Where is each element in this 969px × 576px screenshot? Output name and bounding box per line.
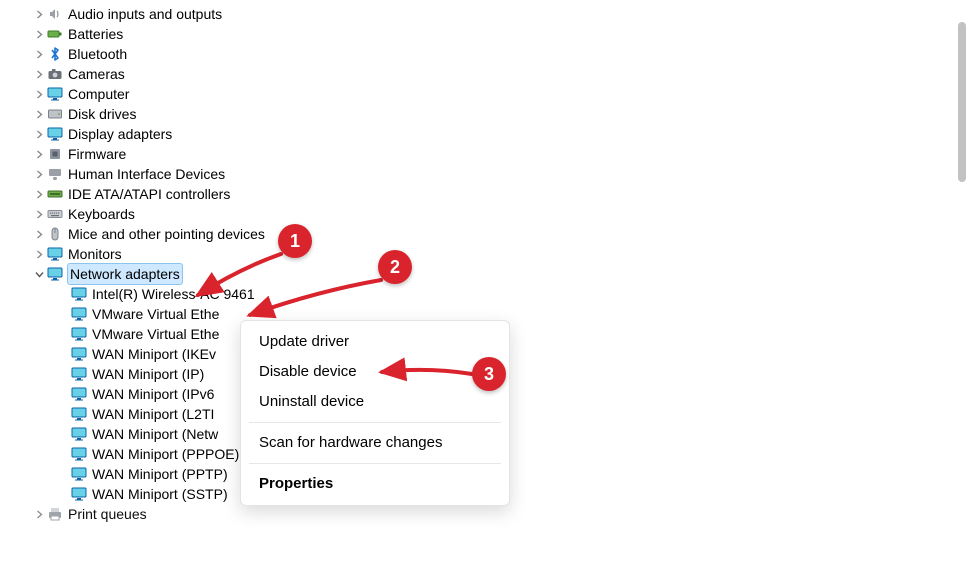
disk-icon <box>46 105 64 123</box>
device-label[interactable]: WAN Miniport (SSTP) <box>92 484 228 504</box>
monitor-icon <box>46 85 64 103</box>
expander-icon[interactable] <box>32 150 46 159</box>
menu-item[interactable]: Properties <box>241 469 509 499</box>
category-print[interactable]: Print queues <box>0 506 952 522</box>
category-ide[interactable]: IDE ATA/ATAPI controllers <box>0 184 952 204</box>
network-adapter-icon <box>70 405 88 423</box>
category-disk[interactable]: Disk drives <box>0 104 952 124</box>
expander-icon[interactable] <box>32 270 46 279</box>
category-label[interactable]: Computer <box>68 84 129 104</box>
category-label[interactable]: IDE ATA/ATAPI controllers <box>68 184 230 204</box>
category-label[interactable]: Bluetooth <box>68 44 127 64</box>
keyboard-icon <box>46 205 64 223</box>
scrollbar-track[interactable] <box>955 0 969 576</box>
network-adapter-icon <box>70 485 88 503</box>
category-label[interactable]: Network adapters <box>68 264 182 284</box>
printer-icon <box>46 506 64 522</box>
expander-icon[interactable] <box>32 110 46 119</box>
speaker-icon <box>46 5 64 23</box>
expander-icon[interactable] <box>32 250 46 259</box>
expander-icon[interactable] <box>32 130 46 139</box>
device-label[interactable]: WAN Miniport (Netw <box>92 424 218 444</box>
scrollbar-thumb[interactable] <box>958 22 966 182</box>
annotation-badge-2: 2 <box>378 250 412 284</box>
context-menu: Update driverDisable deviceUninstall dev… <box>240 320 510 506</box>
camera-icon <box>46 65 64 83</box>
menu-separator <box>249 463 501 464</box>
category-bluetooth[interactable]: Bluetooth <box>0 44 952 64</box>
category-label[interactable]: Disk drives <box>68 104 136 124</box>
device-label[interactable]: WAN Miniport (L2TI <box>92 404 214 424</box>
device-label[interactable]: WAN Miniport (IPv6 <box>92 384 214 404</box>
expander-icon[interactable] <box>32 70 46 79</box>
monitor-icon <box>46 245 64 263</box>
monitor-icon <box>46 265 64 283</box>
category-label[interactable]: Display adapters <box>68 124 172 144</box>
hid-icon <box>46 165 64 183</box>
category-label[interactable]: Print queues <box>68 506 147 522</box>
category-label[interactable]: Mice and other pointing devices <box>68 224 265 244</box>
annotation-badge-3: 3 <box>472 357 506 391</box>
mouse-icon <box>46 225 64 243</box>
category-firmware[interactable]: Firmware <box>0 144 952 164</box>
monitor-icon <box>46 125 64 143</box>
expander-icon[interactable] <box>32 210 46 219</box>
annotation-badge-1: 1 <box>278 224 312 258</box>
device-label[interactable]: Intel(R) Wireless-AC 9461 <box>92 284 255 304</box>
category-display[interactable]: Display adapters <box>0 124 952 144</box>
expander-icon[interactable] <box>32 170 46 179</box>
device-label[interactable]: VMware Virtual Ethe <box>92 324 219 344</box>
network-adapter-icon <box>70 345 88 363</box>
device-label[interactable]: WAN Miniport (IP) <box>92 364 204 384</box>
expander-icon[interactable] <box>32 510 46 519</box>
ide-icon <box>46 185 64 203</box>
expander-icon[interactable] <box>32 10 46 19</box>
network-adapter-icon <box>70 365 88 383</box>
network-adapter-icon <box>70 445 88 463</box>
network-adapter-icon <box>70 325 88 343</box>
network-adapter-icon <box>70 465 88 483</box>
category-keyboards[interactable]: Keyboards <box>0 204 952 224</box>
category-mice[interactable]: Mice and other pointing devices <box>0 224 952 244</box>
device-label[interactable]: WAN Miniport (IKEv <box>92 344 216 364</box>
category-computer[interactable]: Computer <box>0 84 952 104</box>
network-adapter-icon <box>70 305 88 323</box>
category-label[interactable]: Batteries <box>68 24 123 44</box>
menu-item[interactable]: Scan for hardware changes <box>241 428 509 458</box>
category-label[interactable]: Cameras <box>68 64 125 84</box>
device-manager-tree-viewport: Audio inputs and outputsBatteriesBluetoo… <box>0 0 952 576</box>
category-hid[interactable]: Human Interface Devices <box>0 164 952 184</box>
device-item[interactable]: Intel(R) Wireless-AC 9461 <box>0 284 952 304</box>
category-label[interactable]: Firmware <box>68 144 126 164</box>
bluetooth-icon <box>46 45 64 63</box>
category-label[interactable]: Keyboards <box>68 204 135 224</box>
menu-separator <box>249 422 501 423</box>
device-label[interactable]: VMware Virtual Ethe <box>92 304 219 324</box>
expander-icon[interactable] <box>32 90 46 99</box>
category-label[interactable]: Human Interface Devices <box>68 164 225 184</box>
expander-icon[interactable] <box>32 30 46 39</box>
expander-icon[interactable] <box>32 190 46 199</box>
network-adapter-icon <box>70 385 88 403</box>
category-label[interactable]: Audio inputs and outputs <box>68 4 222 24</box>
menu-item[interactable]: Update driver <box>241 327 509 357</box>
network-adapter-icon <box>70 285 88 303</box>
chip-icon <box>46 145 64 163</box>
device-label[interactable]: WAN Miniport (PPTP) <box>92 464 228 484</box>
device-label[interactable]: WAN Miniport (PPPOE) <box>92 444 239 464</box>
category-cameras[interactable]: Cameras <box>0 64 952 84</box>
category-label[interactable]: Monitors <box>68 244 122 264</box>
category-batteries[interactable]: Batteries <box>0 24 952 44</box>
expander-icon[interactable] <box>32 50 46 59</box>
menu-item[interactable]: Uninstall device <box>241 387 509 417</box>
network-adapter-icon <box>70 425 88 443</box>
menu-item[interactable]: Disable device <box>241 357 509 387</box>
expander-icon[interactable] <box>32 230 46 239</box>
category-audio[interactable]: Audio inputs and outputs <box>0 4 952 24</box>
category-monitors[interactable]: Monitors <box>0 244 952 264</box>
category-network[interactable]: Network adapters <box>0 264 952 284</box>
battery-icon <box>46 25 64 43</box>
